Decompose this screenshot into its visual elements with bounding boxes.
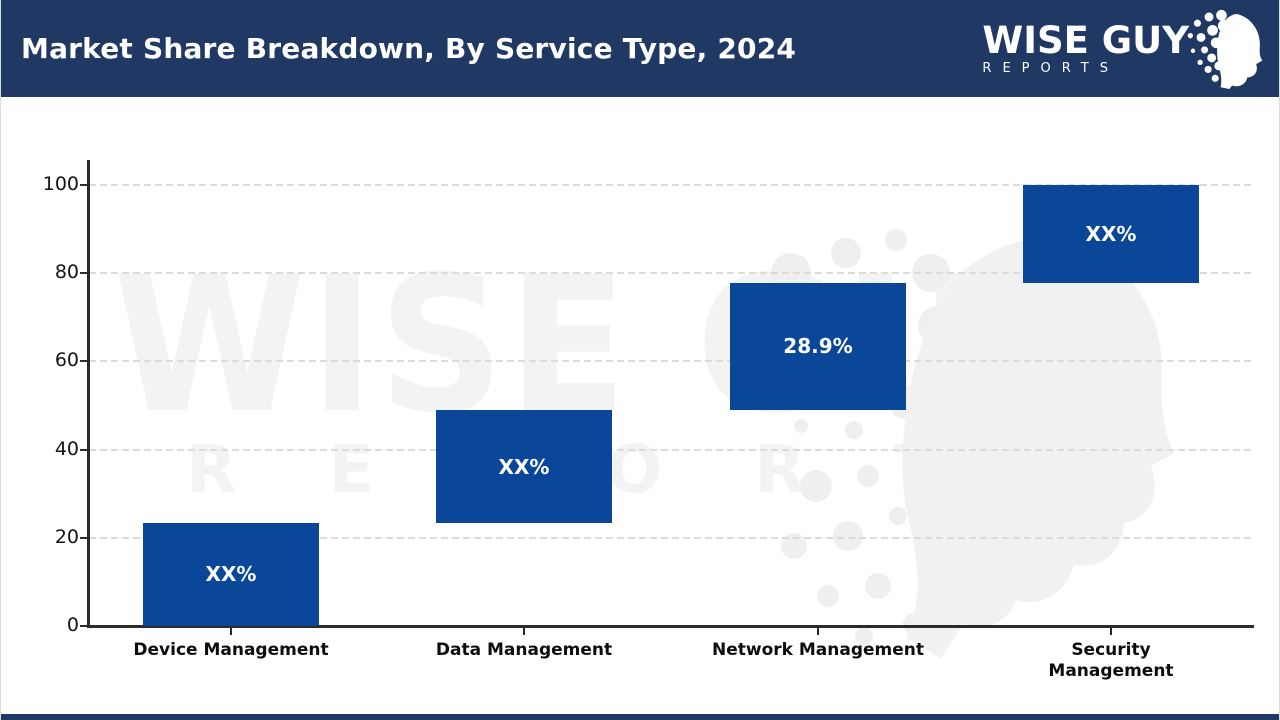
y-tick-label: 0 [66,614,79,636]
header-bar: Market Share Breakdown, By Service Type,… [1,0,1279,97]
logo-wordmark-primary: WISE GUY [982,19,1189,62]
bar-value-label: XX% [1085,221,1137,246]
logo-wordmark-secondary: REPORTS [982,61,1120,76]
gridline [89,272,1254,275]
x-tick-mark [1110,628,1112,635]
face-dots-icon [1187,9,1263,89]
x-category-label: Device Management [133,640,329,660]
bar-security-management: XX% [1023,184,1199,283]
bar-data-management: XX% [436,410,612,523]
page-title: Market Share Breakdown, By Service Type,… [21,32,797,65]
y-tick-label: 20 [54,525,79,548]
y-tick-mark [80,183,89,186]
y-tick-label: 100 [42,172,79,195]
gridline [89,448,1254,451]
y-tick-mark [80,448,89,451]
x-tick-mark [817,628,819,635]
x-tick-mark [230,628,232,635]
x-category-label: Data Management [435,640,613,660]
y-tick-mark [80,360,89,363]
bar-network-management: 28.9% [730,282,906,411]
y-tick-mark [80,625,89,627]
gridline [89,536,1254,539]
logo-wordmark: WISE GUY REPORTS [982,22,1189,75]
y-axis-line [87,160,90,628]
bar-device-management: XX% [143,522,319,626]
y-tick-label: 80 [54,261,79,284]
bar-value-label: XX% [498,454,550,479]
y-tick-label: 40 [54,437,79,460]
x-category-label: Security Management [1048,640,1174,682]
y-tick-label: 60 [54,349,79,372]
brand-logo: WISE GUY REPORTS [982,8,1265,90]
bar-value-label: XX% [205,562,257,587]
y-tick-mark [80,536,89,539]
bar-value-label: 28.9% [783,334,853,359]
x-axis-line [87,625,1254,628]
footer-bar [1,714,1279,720]
gridline [89,183,1254,186]
x-category-label: Network Management [711,640,924,660]
x-tick-mark [523,628,525,635]
gridline [89,360,1254,363]
y-tick-mark [80,272,89,275]
